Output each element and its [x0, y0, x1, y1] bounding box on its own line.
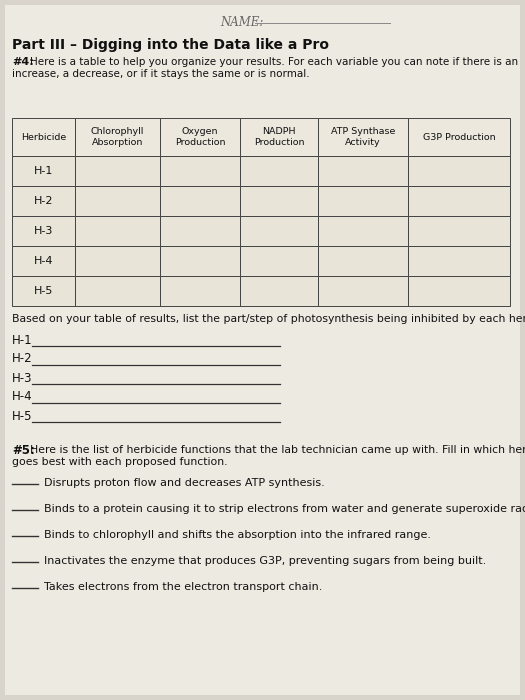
Bar	[318, 216, 408, 246]
Bar	[408, 216, 510, 246]
Text: H-3: H-3	[34, 226, 53, 236]
Bar	[318, 118, 408, 156]
Bar	[12, 156, 75, 186]
Bar	[240, 246, 318, 276]
Text: H-4: H-4	[12, 391, 33, 403]
Bar	[160, 246, 240, 276]
Text: goes best with each proposed function.: goes best with each proposed function.	[12, 457, 227, 467]
Bar	[12, 118, 75, 156]
Text: H-2: H-2	[12, 353, 33, 365]
Bar	[408, 186, 510, 216]
Bar	[318, 186, 408, 216]
Text: H-5: H-5	[12, 410, 33, 423]
Text: H-4: H-4	[34, 256, 53, 266]
Text: Binds to a protein causing it to strip electrons from water and generate superox: Binds to a protein causing it to strip e…	[44, 504, 525, 514]
Bar	[75, 216, 160, 246]
Text: Based on your table of results, list the part/step of photosynthesis being inhib: Based on your table of results, list the…	[12, 314, 525, 324]
Bar	[12, 276, 75, 306]
Text: Part III – Digging into the Data like a Pro: Part III – Digging into the Data like a …	[12, 38, 329, 52]
Bar	[12, 186, 75, 216]
Text: increase, a decrease, or if it stays the same or is normal.: increase, a decrease, or if it stays the…	[12, 69, 310, 79]
Bar	[240, 118, 318, 156]
Bar	[240, 156, 318, 186]
Text: Here is the list of herbicide functions that the lab technician came up with. Fi: Here is the list of herbicide functions …	[30, 445, 525, 455]
Text: Herbicide: Herbicide	[21, 132, 66, 141]
Bar	[12, 216, 75, 246]
Bar	[160, 276, 240, 306]
Bar	[408, 118, 510, 156]
Bar	[160, 156, 240, 186]
Bar	[240, 186, 318, 216]
Text: Inactivates the enzyme that produces G3P, preventing sugars from being built.: Inactivates the enzyme that produces G3P…	[44, 556, 486, 566]
Bar	[75, 156, 160, 186]
Bar	[75, 118, 160, 156]
Bar	[75, 186, 160, 216]
Bar	[408, 276, 510, 306]
Bar	[75, 246, 160, 276]
Bar	[240, 216, 318, 246]
Text: Takes electrons from the electron transport chain.: Takes electrons from the electron transp…	[44, 582, 322, 592]
Text: #5:: #5:	[12, 444, 35, 456]
Bar	[160, 118, 240, 156]
Text: Here is a table to help you organize your results. For each variable you can not: Here is a table to help you organize you…	[30, 57, 518, 67]
Bar	[408, 246, 510, 276]
Text: G3P Production: G3P Production	[423, 132, 495, 141]
Text: H-1: H-1	[12, 333, 33, 346]
Bar	[318, 276, 408, 306]
Text: H-2: H-2	[34, 196, 53, 206]
Text: Oxygen
Production: Oxygen Production	[175, 127, 225, 147]
Text: H-1: H-1	[34, 166, 53, 176]
Text: H-3: H-3	[12, 372, 33, 384]
Text: NADPH
Production: NADPH Production	[254, 127, 304, 147]
Bar	[75, 276, 160, 306]
Bar	[12, 246, 75, 276]
Bar	[318, 156, 408, 186]
Bar	[318, 246, 408, 276]
Text: H-5: H-5	[34, 286, 53, 296]
Text: Chlorophyll
Absorption: Chlorophyll Absorption	[91, 127, 144, 147]
Bar	[160, 216, 240, 246]
Bar	[160, 186, 240, 216]
Text: Disrupts proton flow and decreases ATP synthesis.: Disrupts proton flow and decreases ATP s…	[44, 478, 325, 488]
Text: #4:: #4:	[12, 57, 34, 67]
Text: Binds to chlorophyll and shifts the absorption into the infrared range.: Binds to chlorophyll and shifts the abso…	[44, 530, 431, 540]
Bar	[408, 156, 510, 186]
Bar	[240, 276, 318, 306]
Text: ATP Synthase
Activity: ATP Synthase Activity	[331, 127, 395, 147]
Text: NAME:: NAME:	[220, 15, 264, 29]
